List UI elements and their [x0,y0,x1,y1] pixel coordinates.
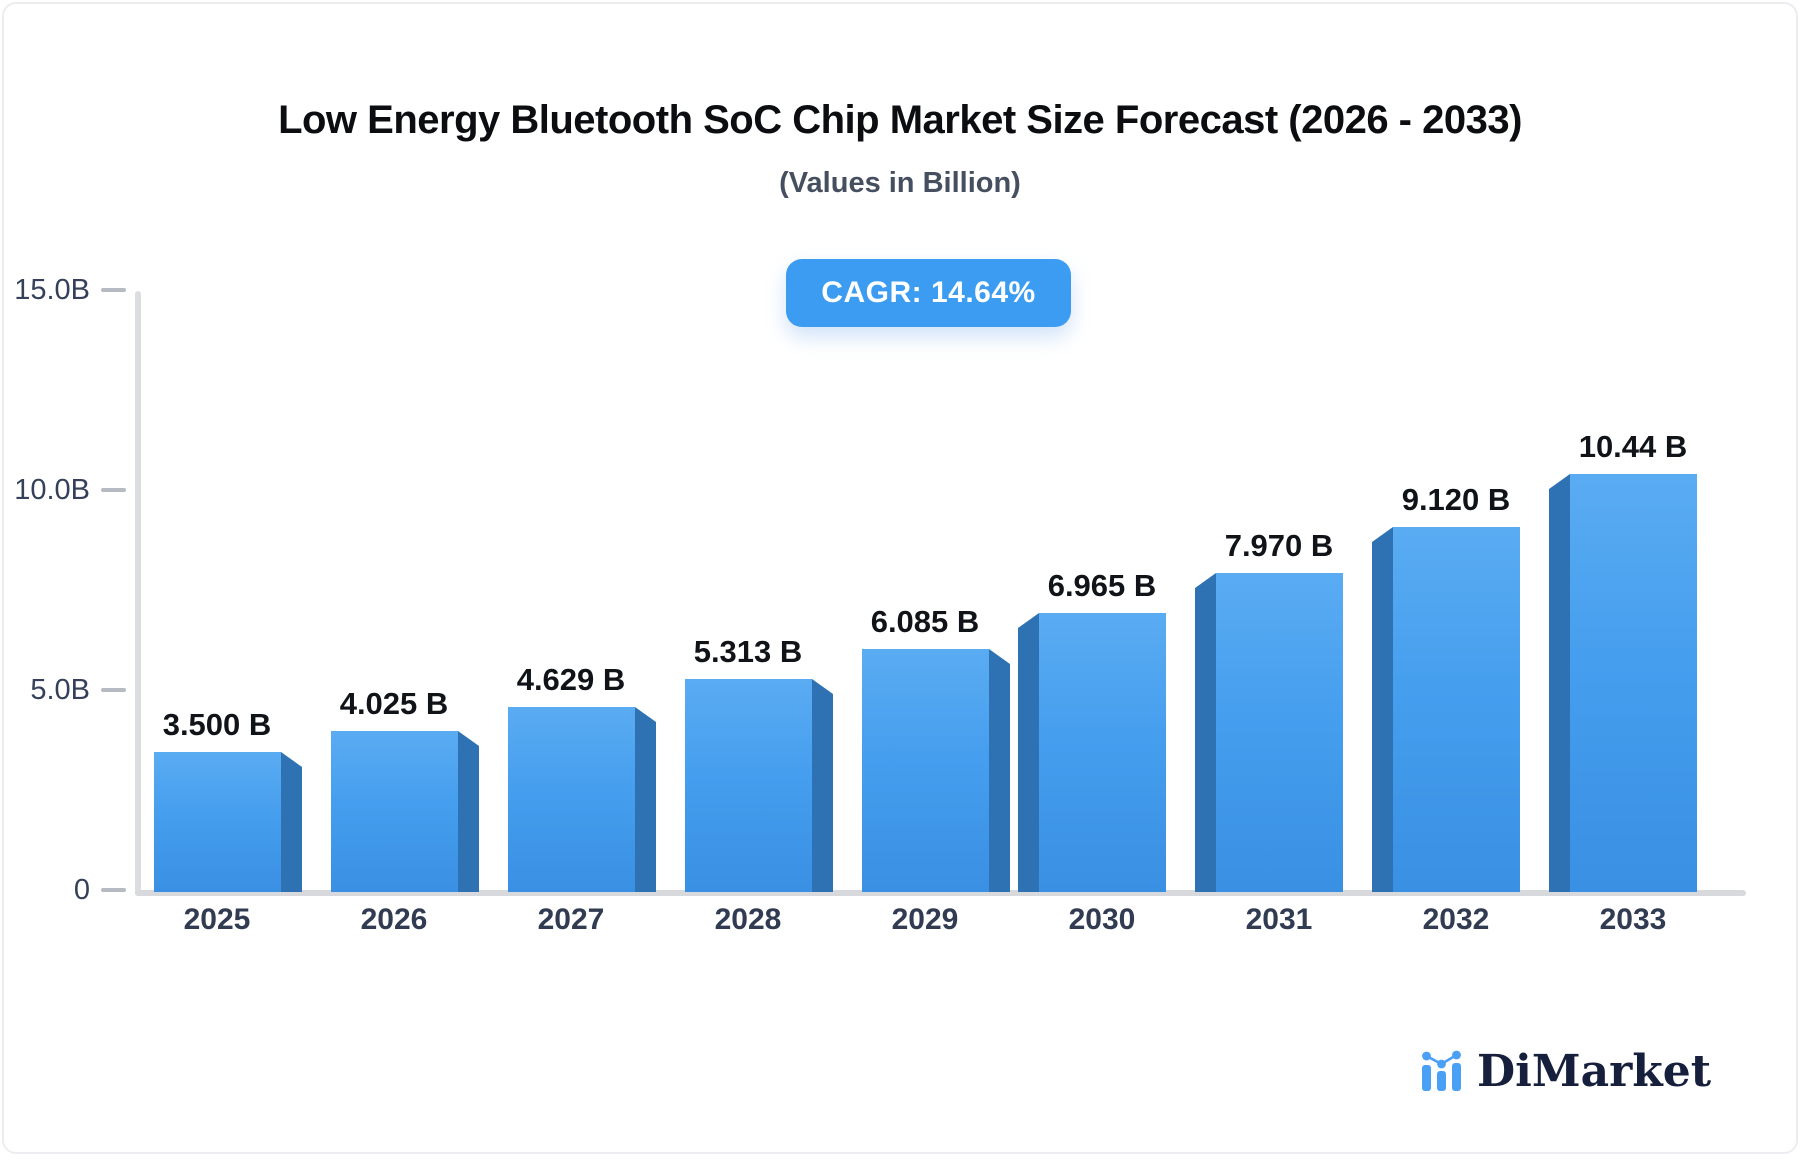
y-tick-mark [101,488,126,492]
bar-2027 [508,707,635,892]
bar-3d-side [1372,527,1393,892]
brand-name: DiMarket [1477,1046,1712,1097]
y-tick-mark [101,288,126,292]
bar-value-label: 6.965 B [1047,568,1157,603]
bar-2025 [154,752,281,892]
y-tick-label: 5.0B [30,674,90,706]
bar-3d-side [989,649,1010,892]
x-axis-label-2028: 2028 [714,903,782,936]
bar-2033 [1570,474,1697,892]
x-axis-label-2033: 2033 [1599,903,1667,936]
bar-value-label: 7.970 B [1224,528,1334,563]
bar-3d-side [1018,613,1039,892]
bar-3d-side [635,707,656,892]
x-axis-label-2029: 2029 [891,903,959,936]
bar-value-label: 3.500 B [162,707,272,742]
bar-value-label: 10.44 B [1578,429,1688,464]
cagr-badge: CAGR: 14.64% [786,259,1071,327]
brand-logo: DiMarket [1422,1048,1711,1096]
x-axis-label-2030: 2030 [1068,903,1136,936]
bar-2031 [1216,573,1343,892]
y-tick-mark [101,688,126,692]
bar-value-label: 4.629 B [516,662,626,697]
bar-value-label: 4.025 B [339,686,449,721]
y-tick-label: 15.0B [14,274,90,306]
x-axis-line [135,890,1746,896]
bar-3d-side [812,679,833,892]
y-axis-line [135,291,141,896]
bar-2032 [1393,527,1520,892]
x-axis-label-2031: 2031 [1245,903,1313,936]
bar-value-label: 9.120 B [1401,482,1511,517]
bar-2030 [1039,613,1166,892]
bar-2026 [331,731,458,892]
bar-2028 [685,679,812,892]
x-axis-label-2025: 2025 [183,903,251,936]
bar-value-label: 5.313 B [693,634,803,669]
bar-3d-side [1549,474,1570,892]
chart-subtitle: (Values in Billion) [779,167,1021,199]
y-tick-label: 10.0B [14,474,90,506]
bar-3d-side [281,752,302,892]
bar-value-label: 6.085 B [870,604,980,639]
y-tick-mark [101,888,126,892]
chart-title: Low Energy Bluetooth SoC Chip Market Siz… [278,98,1522,142]
x-axis-label-2032: 2032 [1422,903,1490,936]
plot-area: 0 5.0B 10.0B 15.0B 3.500 B 2025 4.025 B 2026 4.6… [4,4,1800,1160]
bar-3d-side [1195,573,1216,892]
x-axis-label-2027: 2027 [537,903,605,936]
x-axis-label-2026: 2026 [360,903,428,936]
mini-bar-line-chart-icon [1422,1050,1461,1091]
bar-2029 [862,649,989,892]
bar-3d-side [458,731,479,892]
y-tick-label: 0 [73,874,90,906]
